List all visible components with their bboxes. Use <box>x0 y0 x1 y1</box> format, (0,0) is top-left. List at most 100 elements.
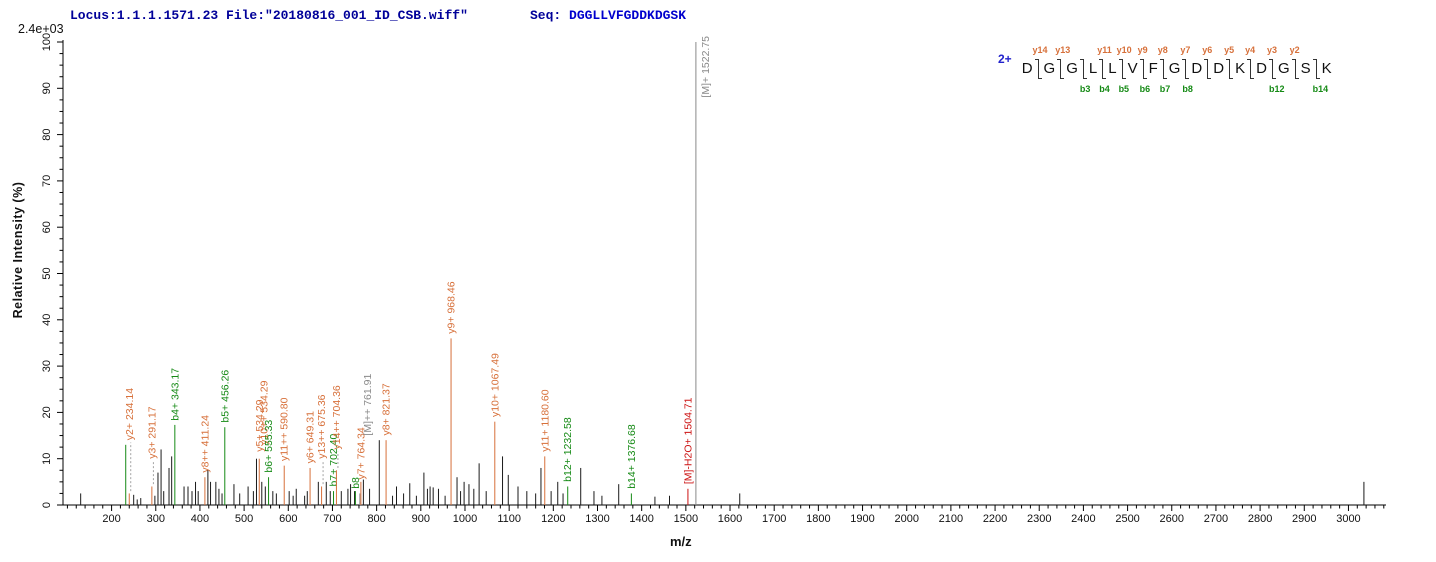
x-tick-label: 900 <box>412 513 430 525</box>
seq-label: Seq: <box>530 8 570 23</box>
x-tick-label: 2700 <box>1204 513 1228 525</box>
x-tick-label: 2900 <box>1292 513 1316 525</box>
residue-L-4: L <box>1088 60 1098 77</box>
fragment-divider-13: y2 <box>1290 45 1300 79</box>
x-tick-label: 700 <box>323 513 341 525</box>
x-tick-label: 2300 <box>1027 513 1051 525</box>
peak-label: y11++ 590.80 <box>279 397 291 461</box>
fragment-divider-line <box>1057 59 1065 79</box>
peak-label: y10++ 534.29 <box>258 380 270 444</box>
residue-G-8: G <box>1168 60 1181 77</box>
x-tick-label: 200 <box>102 513 120 525</box>
x-tick-label: 2500 <box>1115 513 1139 525</box>
b-ion-label-b7: b7 <box>1159 84 1171 94</box>
fragment-divider-line <box>1268 59 1276 79</box>
fragment-divider-10: y5 <box>1224 45 1234 79</box>
peak-label: [M]+ 1522.75 <box>700 36 712 98</box>
fragment-divider-6: y9 b6 <box>1138 45 1151 94</box>
residue-S-14: S <box>1300 60 1311 77</box>
y-tick-label: 30 <box>41 360 53 372</box>
y-ion-label-y13: y13 <box>1055 45 1071 55</box>
x-tick-label: 2000 <box>894 513 918 525</box>
fragment-divider-line <box>1139 59 1147 79</box>
peak-label: b7+ 702.40 <box>328 433 340 486</box>
x-tick-label: 3000 <box>1336 513 1360 525</box>
x-tick-label: 2600 <box>1160 513 1184 525</box>
y-ion-label-y5: y5 <box>1224 45 1235 55</box>
fragment-divider-2: y13 <box>1055 45 1070 79</box>
fragment-divider-line <box>1099 59 1107 79</box>
sequence-header: Seq: DGGLLVFGDDKDGSK <box>530 8 686 23</box>
fragment-divider-line <box>1034 59 1042 79</box>
peak-label: b12+ 1232.58 <box>562 417 574 482</box>
fragment-divider-line <box>1079 59 1087 79</box>
fragment-divider-line <box>1118 59 1126 79</box>
x-tick-label: 1100 <box>497 513 521 525</box>
y-tick-label: 100 <box>41 33 53 51</box>
fragment-divider-line <box>1182 59 1190 79</box>
y-tick-label: 80 <box>41 128 53 140</box>
x-tick-label: 2800 <box>1248 513 1272 525</box>
x-tick-label: 1300 <box>585 513 609 525</box>
x-tick-label: 1000 <box>453 513 477 525</box>
peak-label: y6+ 649.31 <box>305 411 317 463</box>
residue-V-6: V <box>1127 60 1138 77</box>
y-tick-label: 10 <box>41 453 53 465</box>
x-axis-title: m/z <box>670 534 692 549</box>
x-tick-label: 1400 <box>629 513 653 525</box>
fragment-divider-3: b3 <box>1079 59 1090 94</box>
y-tick-label: 70 <box>41 175 53 187</box>
x-tick-label: 2400 <box>1071 513 1095 525</box>
residue-D-10: D <box>1213 60 1225 77</box>
fragment-divider-11: y4 <box>1245 45 1255 79</box>
x-tick-label: 300 <box>147 513 165 525</box>
fragment-divider-14: b14 <box>1312 59 1328 94</box>
b-ion-label-b8: b8 <box>1182 84 1193 94</box>
peak-label: b4+ 343.17 <box>169 368 181 421</box>
peak-label: y11+ 1180.60 <box>539 389 551 452</box>
y-ion-label-y4: y4 <box>1245 45 1256 55</box>
fragment-divider-line <box>1247 59 1255 79</box>
y-axis-title: Relative Intensity (%) <box>11 181 25 319</box>
peak-label: y9+ 968.46 <box>446 281 458 333</box>
b-ion-label-b6: b6 <box>1139 84 1151 94</box>
x-tick-label: 1600 <box>718 513 742 525</box>
residue-G-13: G <box>1277 60 1290 77</box>
x-tick-label: 500 <box>235 513 253 525</box>
fragment-divider-line <box>1226 59 1234 79</box>
peak-label: y8++ 411.24 <box>199 415 211 473</box>
y-tick-label: 40 <box>41 314 53 326</box>
x-tick-label: 2200 <box>983 513 1007 525</box>
b-ion-label-b3: b3 <box>1079 84 1091 94</box>
x-tick-label: 1900 <box>850 513 874 525</box>
residue-G-2: G <box>1043 60 1056 77</box>
peak-label: b6+ 555.33 <box>263 420 275 473</box>
precursor-charge: 2+ <box>998 52 1012 66</box>
x-tick-label: 1500 <box>674 513 698 525</box>
residue-D-9: D <box>1191 60 1203 77</box>
residue-D-1: D <box>1021 60 1033 77</box>
x-tick-label: 1800 <box>806 513 830 525</box>
fragment-divider-9: y6 <box>1202 45 1212 79</box>
residue-K-11: K <box>1235 60 1246 77</box>
y-tick-label: 90 <box>41 82 53 94</box>
y-tick-label: 50 <box>41 267 53 279</box>
peak-label: b8 <box>350 477 362 489</box>
b-ion-label-b4: b4 <box>1099 84 1110 94</box>
fragment-divider-1: y14 <box>1033 45 1048 79</box>
y-tick-label: 0 <box>41 502 53 508</box>
x-tick-label: 1700 <box>762 513 786 525</box>
peak-label: y7+ 764.34 <box>355 427 367 479</box>
peak-label: y8+ 821.37 <box>381 383 393 435</box>
fragment-divider-12: y3 b12 <box>1267 45 1285 94</box>
seq-value: DGGLLVFGDDKDGSK <box>569 8 687 23</box>
b-ion-label-b5: b5 <box>1118 84 1130 94</box>
y-ion-label-y3: y3 <box>1266 45 1277 55</box>
peak-label: y3+ 291.17 <box>146 406 158 458</box>
residue-F-7: F <box>1148 60 1158 77</box>
peak-label: y2+ 234.14 <box>124 388 136 440</box>
fragment-divider-line <box>1312 59 1320 79</box>
peak-label: [M]++ 761.91 <box>362 374 374 436</box>
